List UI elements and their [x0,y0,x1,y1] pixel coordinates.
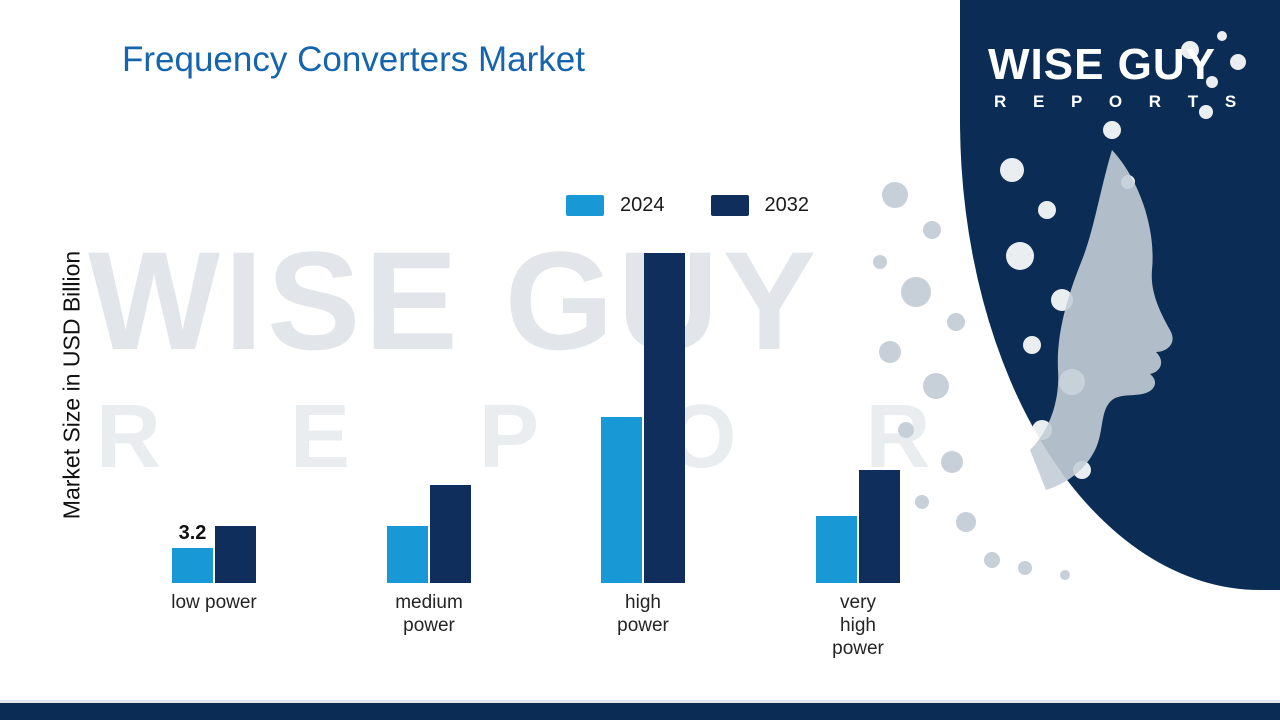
category-label-medium-power: medium power [395,592,463,636]
legend-item-2032: 2032 [710,194,810,217]
footer-divider [0,700,1280,703]
legend-label-2024: 2024 [620,194,665,216]
category-label-very-high-power: very high power [832,592,884,659]
bar-2032-medium-power [430,485,471,583]
bar-2024-very-high-power [816,516,857,583]
bar-2024-high-power [601,417,642,583]
legend-swatch-2032 [710,195,749,216]
footer-bar [0,703,1280,720]
bar-2032-very-high-power [859,470,900,583]
bar-2024-medium-power [387,526,428,583]
chart-legend: 2024 2032 [566,194,809,217]
watermark-wise-guy: WISE GUY [88,222,821,379]
brand-logo-wiseguy: WISE GUY [988,40,1217,89]
category-label-low-power: low power [171,592,257,613]
legend-label-2032: 2032 [764,194,810,216]
legend-swatch-2024 [566,195,604,216]
bar-2032-low-power [215,526,256,583]
category-label-high-power: high power [617,592,669,636]
brand-logo-reports: R E P O R T S [994,92,1248,111]
bar-group-low-power: 3.2 [172,522,256,583]
legend-item-2024: 2024 [566,194,665,217]
y-axis-label: Market Size in USD Billion [58,250,85,520]
bar-group-high-power [601,253,685,583]
bar-group-medium-power [387,485,471,583]
bar-group-very-high-power [816,470,900,583]
bar-2032-high-power [644,253,685,583]
bar-2024-low-power: 3.2 [172,522,213,583]
page-title: Frequency Converters Market [122,40,585,79]
bar-value-label: 3.2 [178,522,207,544]
